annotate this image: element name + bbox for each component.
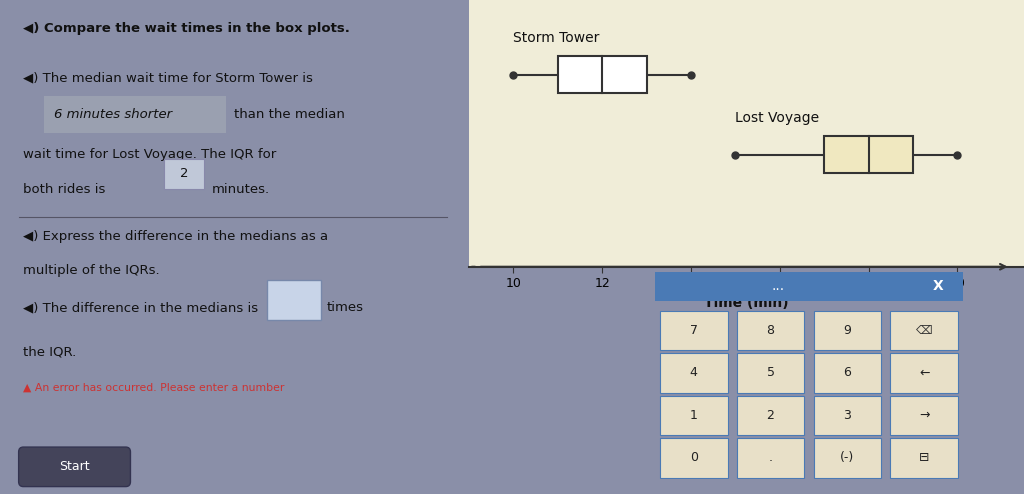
Text: 7: 7 [690, 324, 697, 337]
Bar [558, 56, 646, 93]
Text: 2: 2 [767, 409, 774, 422]
Bar [737, 311, 805, 350]
Bar [659, 353, 727, 393]
Text: 3: 3 [844, 409, 851, 422]
Text: →: → [919, 409, 930, 422]
FancyBboxPatch shape [164, 159, 204, 189]
Text: 6 minutes shorter: 6 minutes shorter [53, 108, 172, 121]
Bar [737, 438, 805, 478]
Text: 6: 6 [844, 367, 851, 379]
Bar [890, 396, 957, 435]
Bar [890, 311, 957, 350]
Text: 2: 2 [180, 167, 188, 180]
Bar [737, 396, 805, 435]
Text: times: times [326, 301, 364, 314]
Text: ◀) Express the difference in the medians as a: ◀) Express the difference in the medians… [24, 230, 329, 243]
Text: 4: 4 [690, 367, 697, 379]
FancyBboxPatch shape [44, 96, 226, 133]
Bar [890, 353, 957, 393]
Bar [737, 353, 805, 393]
Text: 1: 1 [690, 409, 697, 422]
Text: Start: Start [59, 460, 90, 473]
X-axis label: Time (min): Time (min) [705, 296, 788, 310]
Bar [813, 396, 881, 435]
Text: (-): (-) [841, 452, 854, 464]
Bar [659, 438, 727, 478]
Text: 0: 0 [690, 452, 697, 464]
Bar [813, 438, 881, 478]
Text: .: . [769, 452, 772, 464]
Text: minutes.: minutes. [212, 183, 270, 196]
Text: ...: ... [772, 279, 784, 293]
Text: ◀) The difference in the medians is: ◀) The difference in the medians is [24, 301, 258, 314]
Bar [659, 311, 727, 350]
Text: ◀) Compare the wait times in the box plots.: ◀) Compare the wait times in the box plo… [24, 22, 350, 35]
Bar [655, 272, 963, 301]
Text: ⌫: ⌫ [915, 324, 933, 337]
Text: Storm Tower: Storm Tower [513, 31, 600, 45]
Text: ▲ An error has occurred. Please enter a number: ▲ An error has occurred. Please enter a … [24, 383, 285, 393]
Text: 5: 5 [767, 367, 774, 379]
Bar [659, 396, 727, 435]
FancyBboxPatch shape [18, 447, 130, 487]
Text: 8: 8 [767, 324, 774, 337]
Text: 9: 9 [844, 324, 851, 337]
Text: ←: ← [919, 367, 930, 379]
Bar [890, 438, 957, 478]
Bar [824, 136, 913, 173]
Text: ◀) The median wait time for Storm Tower is: ◀) The median wait time for Storm Tower … [24, 72, 313, 84]
Text: the IQR.: the IQR. [24, 346, 77, 359]
Text: than the median: than the median [233, 108, 345, 121]
Text: wait time for Lost Voyage. The IQR for: wait time for Lost Voyage. The IQR for [24, 148, 276, 161]
Text: Lost Voyage: Lost Voyage [735, 111, 819, 125]
FancyBboxPatch shape [266, 280, 321, 320]
Bar [813, 353, 881, 393]
Text: X: X [933, 279, 943, 293]
Text: ⊟: ⊟ [919, 452, 930, 464]
Text: multiple of the IQRs.: multiple of the IQRs. [24, 264, 160, 277]
Text: both rides is: both rides is [24, 183, 105, 196]
Bar [813, 311, 881, 350]
